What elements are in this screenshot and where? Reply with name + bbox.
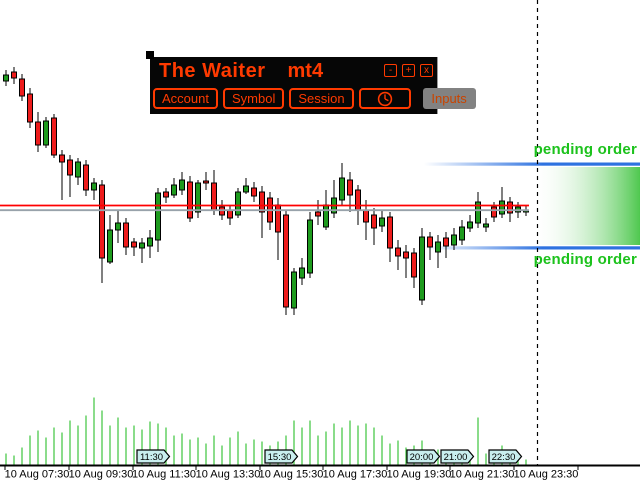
x-axis-label: 10 Aug 07:30 — [5, 469, 70, 480]
candle-bullish — [467, 215, 473, 232]
panel-window-buttons: - + x — [384, 64, 433, 77]
candle-bullish — [459, 220, 465, 245]
candle-bullish — [339, 163, 345, 205]
candle-bullish — [499, 187, 505, 218]
candle-bullish — [451, 228, 457, 250]
candle-bullish — [155, 188, 161, 252]
pending-order-zone — [537, 167, 640, 245]
candle-bullish — [91, 178, 97, 200]
candle-bullish — [43, 117, 49, 148]
time-badge-label: 15:30 — [268, 452, 292, 463]
pending-order-label-top: pending order — [533, 141, 637, 158]
x-axis-label: 10 Aug 15:30 — [259, 469, 324, 480]
candle-bullish — [195, 180, 201, 218]
candle-bearish — [27, 88, 33, 128]
panel-title-row: The Waiter mt4 — [159, 60, 323, 83]
x-axis-label: 10 Aug 23:30 — [514, 469, 579, 480]
candle-bearish — [163, 188, 169, 203]
panel-title-version: mt4 — [287, 60, 324, 82]
x-axis-label: 10 Aug 09:30 — [69, 469, 134, 480]
candle-bearish — [227, 205, 233, 225]
close-button[interactable]: x — [420, 64, 433, 77]
candle-bullish — [291, 268, 297, 315]
time-badges: 11:30 15:30 20:00 21:00 22:30 — [136, 449, 523, 464]
candle-bearish — [411, 248, 417, 288]
candles-layer — [3, 67, 529, 315]
minimize-button[interactable]: - — [384, 64, 397, 77]
candle-bearish — [187, 176, 193, 222]
candle-bullish — [75, 158, 81, 185]
candle-bearish — [59, 150, 65, 200]
candle-bearish — [11, 67, 17, 84]
candle-bearish — [131, 238, 137, 256]
candle-bearish — [203, 172, 209, 190]
waiter-ea-panel: The Waiter mt4 - + x Account Symbol Sessi… — [146, 51, 476, 114]
clock-button[interactable] — [358, 88, 411, 109]
candle-bearish — [51, 114, 57, 158]
candle-bearish — [275, 198, 281, 260]
candle-bearish — [371, 208, 377, 245]
pending-level-line-bottom — [424, 246, 640, 250]
candle-bullish — [483, 218, 489, 232]
candle-bearish — [67, 155, 73, 197]
candle-bullish — [299, 258, 305, 285]
time-badge: 11:30 — [136, 449, 171, 464]
x-axis-label: 10 Aug 17:30 — [323, 469, 388, 480]
candle-bearish — [251, 182, 257, 202]
candle-bullish — [115, 210, 121, 243]
candle-bearish — [35, 112, 41, 152]
x-axis-label: 10 Aug 13:30 — [196, 469, 261, 480]
candle-bullish — [331, 180, 337, 218]
x-axis-label: 10 Aug 21:30 — [450, 469, 515, 480]
panel-button-row: Account Symbol Session Inputs — [153, 88, 476, 109]
maximize-button[interactable]: + — [402, 64, 415, 77]
time-badge-label: 22:30 — [492, 452, 516, 463]
candle-bearish — [387, 212, 393, 262]
panel-title: The Waiter — [159, 60, 266, 82]
candle-bearish — [259, 186, 265, 238]
candle-bullish — [139, 238, 145, 263]
candle-bearish — [395, 240, 401, 270]
symbol-button[interactable]: Symbol — [222, 88, 285, 109]
time-badge: 21:00 — [440, 449, 475, 464]
time-badge: 20:00 — [406, 449, 441, 464]
candle-bullish — [243, 178, 249, 194]
candle-bearish — [19, 74, 25, 101]
candle-bullish — [147, 230, 153, 258]
candle-bearish — [283, 210, 289, 315]
candle-bullish — [3, 70, 9, 86]
panel-drag-handle[interactable] — [146, 51, 154, 59]
time-badge-label: 20:00 — [410, 452, 434, 463]
x-axis-label: 10 Aug 11:30 — [132, 469, 196, 480]
candle-bullish — [307, 212, 313, 278]
time-badge: 15:30 — [264, 449, 299, 464]
pending-order-label-bottom: pending order — [533, 251, 637, 268]
session-button[interactable]: Session — [289, 88, 354, 109]
clock-icon — [377, 91, 392, 106]
candle-bearish — [83, 160, 89, 196]
candle-bearish — [443, 232, 449, 258]
time-badge: 22:30 — [488, 449, 523, 464]
inputs-button[interactable]: Inputs — [422, 88, 476, 109]
time-badge-label: 11:30 — [140, 452, 163, 463]
candle-bullish — [171, 178, 177, 198]
candle-bullish — [235, 188, 241, 218]
candle-bearish — [427, 232, 433, 260]
candle-bearish — [315, 200, 321, 225]
candle-bearish — [99, 180, 105, 283]
candle-bullish — [419, 228, 425, 305]
x-axis-label: 10 Aug 19:30 — [387, 469, 452, 480]
candle-bullish — [435, 235, 441, 268]
candle-bullish — [107, 215, 113, 264]
candle-bearish — [123, 218, 129, 255]
candle-bullish — [379, 210, 385, 232]
candle-bearish — [403, 245, 409, 278]
time-badge-label: 21:00 — [444, 452, 468, 463]
candle-bearish — [211, 170, 217, 215]
pending-level-line-top — [424, 162, 640, 166]
candle-bullish — [179, 172, 185, 195]
account-button[interactable]: Account — [153, 88, 218, 109]
